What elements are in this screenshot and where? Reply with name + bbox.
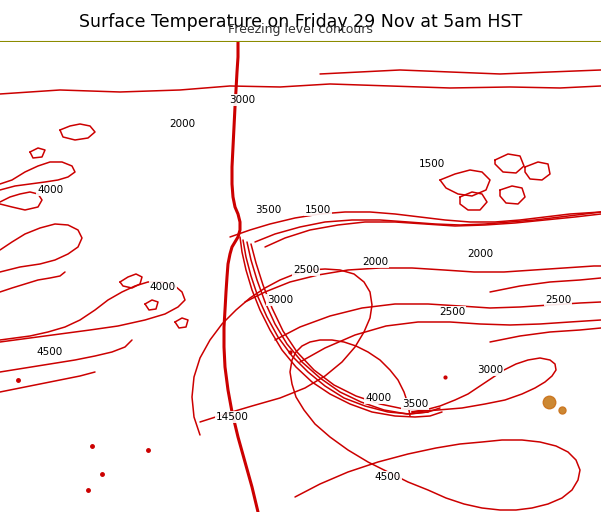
Text: 2500: 2500 (545, 295, 571, 305)
Text: 2000: 2000 (362, 257, 388, 267)
Text: 14500: 14500 (216, 412, 248, 422)
Text: 3000: 3000 (229, 95, 255, 105)
Text: 4500: 4500 (37, 347, 63, 357)
Text: 3500: 3500 (402, 399, 428, 409)
Text: 2000: 2000 (467, 249, 493, 259)
Text: 4000: 4000 (365, 393, 391, 403)
Text: Surface Temperature on Friday 29 Nov at 5am HST: Surface Temperature on Friday 29 Nov at … (79, 13, 522, 31)
Text: 4500: 4500 (375, 472, 401, 482)
Text: 1500: 1500 (419, 159, 445, 169)
Text: 3000: 3000 (477, 365, 503, 375)
Text: 4000: 4000 (37, 185, 63, 195)
Text: Freezing level contours: Freezing level contours (228, 23, 373, 36)
Text: 2500: 2500 (293, 265, 319, 275)
Text: 2000: 2000 (169, 119, 195, 129)
Text: 4000: 4000 (150, 282, 176, 292)
Text: 3500: 3500 (255, 205, 281, 215)
Text: 1500: 1500 (305, 205, 331, 215)
Text: 2500: 2500 (439, 307, 465, 317)
Text: 3000: 3000 (267, 295, 293, 305)
